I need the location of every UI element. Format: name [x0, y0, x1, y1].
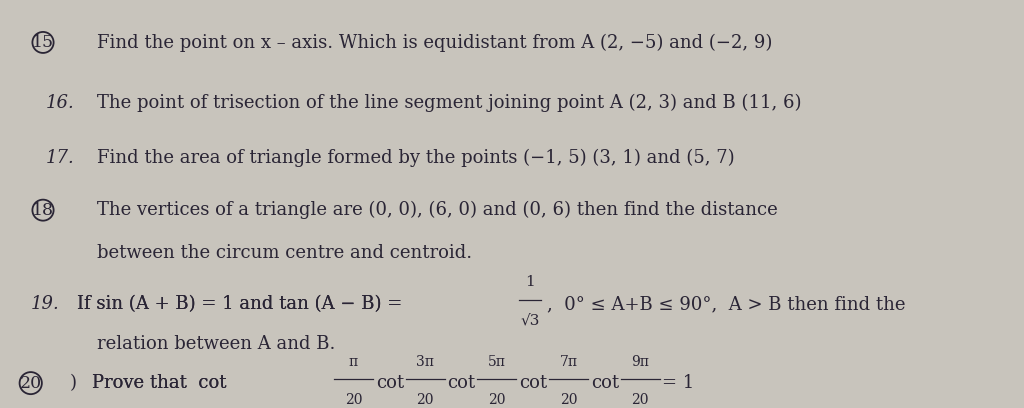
Text: cot: cot — [376, 374, 404, 392]
Text: ,  0° ≤ A+B ≤ 90°,  A > B then find the: , 0° ≤ A+B ≤ 90°, A > B then find the — [547, 295, 905, 313]
Text: 20: 20 — [488, 393, 506, 407]
Text: 5π: 5π — [487, 355, 506, 369]
Text: 20: 20 — [632, 393, 649, 407]
Text: 17.: 17. — [46, 149, 75, 166]
Text: π: π — [349, 355, 358, 369]
Text: √3: √3 — [520, 313, 540, 327]
Text: 16.: 16. — [46, 94, 75, 112]
Text: 20: 20 — [417, 393, 434, 407]
Text: 15: 15 — [32, 34, 54, 51]
Text: cot: cot — [447, 374, 476, 392]
Text: cot: cot — [591, 374, 620, 392]
Text: between the circum centre and centroid.: between the circum centre and centroid. — [97, 244, 472, 262]
Text: 20: 20 — [19, 375, 42, 392]
Text: = 1: = 1 — [662, 374, 694, 392]
Text: relation between A and B.: relation between A and B. — [97, 335, 336, 353]
Text: The vertices of a triangle are (0, 0), (6, 0) and (0, 6) then find the distance: The vertices of a triangle are (0, 0), (… — [97, 201, 778, 219]
Text: If sin (A + B) = 1 and tan (A − B) =: If sin (A + B) = 1 and tan (A − B) = — [77, 295, 408, 313]
Text: 7π: 7π — [559, 355, 578, 369]
Text: 1: 1 — [525, 275, 535, 289]
Text: Prove that  cot: Prove that cot — [92, 374, 226, 392]
Text: 20: 20 — [345, 393, 362, 407]
Text: cot: cot — [519, 374, 548, 392]
Text: 20: 20 — [560, 393, 578, 407]
Text: 3π: 3π — [416, 355, 434, 369]
Text: Prove that  cot: Prove that cot — [92, 374, 226, 392]
Text: 19.: 19. — [31, 295, 59, 313]
Text: ): ) — [70, 374, 77, 392]
Text: If sin (A + B) = 1 and tan (A − B) =: If sin (A + B) = 1 and tan (A − B) = — [77, 295, 408, 313]
Text: Find the point on x – axis. Which is equidistant from A (2, −5) and (−2, 9): Find the point on x – axis. Which is equ… — [97, 33, 773, 51]
Text: 9π: 9π — [631, 355, 649, 369]
Text: The point of trisection of the line segment joining point A (2, 3) and B (11, 6): The point of trisection of the line segm… — [97, 94, 802, 112]
Text: 18: 18 — [32, 202, 54, 219]
Text: Find the area of triangle formed by the points (−1, 5) (3, 1) and (5, 7): Find the area of triangle formed by the … — [97, 149, 735, 167]
